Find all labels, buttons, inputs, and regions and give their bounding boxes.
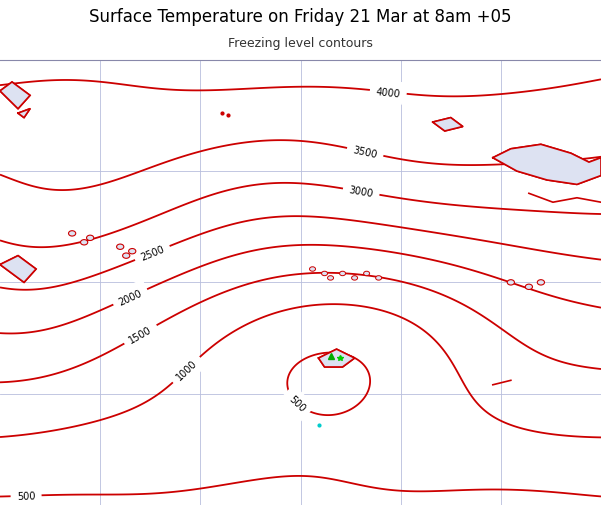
Polygon shape bbox=[319, 349, 355, 367]
Circle shape bbox=[328, 276, 334, 281]
Circle shape bbox=[81, 240, 88, 245]
Polygon shape bbox=[0, 83, 30, 110]
Circle shape bbox=[117, 244, 124, 250]
Circle shape bbox=[322, 272, 328, 276]
Text: Freezing level contours: Freezing level contours bbox=[228, 37, 373, 50]
Circle shape bbox=[69, 231, 76, 236]
Circle shape bbox=[129, 249, 136, 255]
Circle shape bbox=[340, 272, 346, 276]
Circle shape bbox=[310, 267, 316, 272]
Text: Surface Temperature on Friday 21 Mar at 8am +05: Surface Temperature on Friday 21 Mar at … bbox=[90, 8, 511, 26]
Text: 3500: 3500 bbox=[352, 145, 378, 160]
Polygon shape bbox=[433, 118, 463, 132]
Polygon shape bbox=[18, 110, 30, 118]
Text: 2000: 2000 bbox=[117, 288, 144, 307]
Text: 500: 500 bbox=[17, 490, 35, 501]
Circle shape bbox=[376, 276, 382, 281]
Circle shape bbox=[87, 236, 94, 241]
Text: 1000: 1000 bbox=[174, 358, 199, 382]
Polygon shape bbox=[493, 145, 601, 185]
Circle shape bbox=[364, 272, 370, 276]
Circle shape bbox=[352, 276, 358, 281]
Text: 500: 500 bbox=[287, 393, 307, 414]
Circle shape bbox=[507, 280, 514, 285]
Text: 2500: 2500 bbox=[139, 244, 166, 263]
Text: 3000: 3000 bbox=[348, 185, 374, 199]
Text: 4000: 4000 bbox=[376, 86, 401, 99]
Circle shape bbox=[123, 254, 130, 259]
Text: 1500: 1500 bbox=[127, 324, 154, 345]
Circle shape bbox=[537, 280, 545, 285]
Polygon shape bbox=[0, 256, 36, 283]
Circle shape bbox=[525, 285, 532, 290]
